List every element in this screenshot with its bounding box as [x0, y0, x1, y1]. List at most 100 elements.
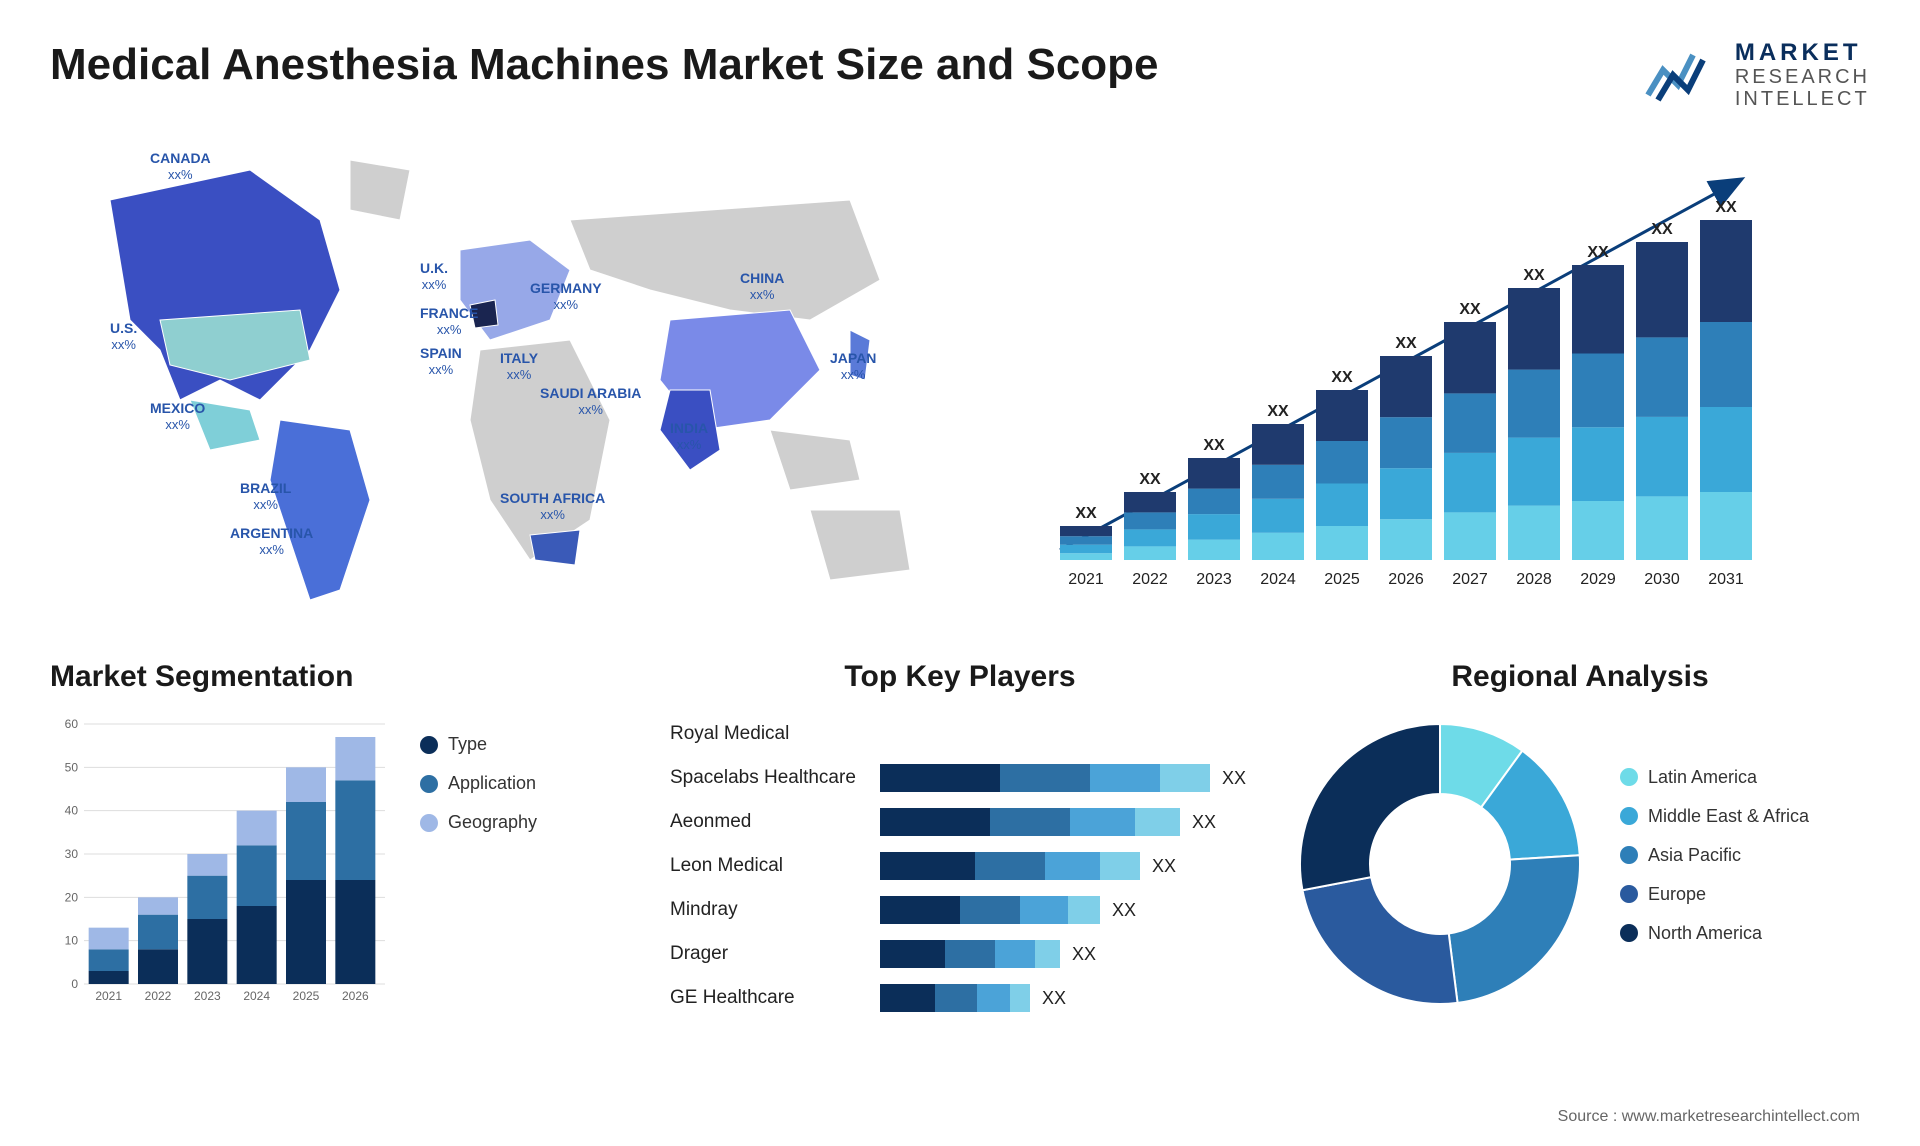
- svg-text:50: 50: [65, 761, 79, 775]
- player-value: XX: [1042, 988, 1066, 1009]
- player-row: Leon Medical XX: [670, 846, 1250, 886]
- svg-text:XX: XX: [1715, 199, 1737, 216]
- map-label-germany: GERMANYxx%: [530, 280, 602, 312]
- svg-text:2026: 2026: [342, 989, 369, 1003]
- player-row: Spacelabs Healthcare XX: [670, 758, 1250, 798]
- logo-line1: MARKET: [1735, 40, 1870, 66]
- logo: MARKET RESEARCH INTELLECT: [1643, 40, 1870, 110]
- map-label-japan: JAPANxx%: [830, 350, 876, 382]
- player-value: XX: [1222, 768, 1246, 789]
- regional-legend-item: Europe: [1620, 884, 1870, 905]
- source-text: Source : www.marketresearchintellect.com: [1558, 1108, 1860, 1126]
- svg-text:2029: 2029: [1580, 571, 1616, 588]
- map-label-uk: U.K.xx%: [420, 260, 448, 292]
- regional-legend-item: North America: [1620, 923, 1870, 944]
- segmentation-title: Market Segmentation: [50, 660, 630, 694]
- page-title: Medical Anesthesia Machines Market Size …: [50, 40, 1159, 90]
- svg-text:XX: XX: [1587, 244, 1609, 261]
- svg-text:2023: 2023: [1196, 571, 1232, 588]
- regional-legend-item: Middle East & Africa: [1620, 806, 1870, 827]
- svg-text:XX: XX: [1267, 403, 1289, 420]
- header: Medical Anesthesia Machines Market Size …: [50, 40, 1870, 110]
- seg-legend-geography: Geography: [420, 812, 630, 833]
- player-name: Aeonmed: [670, 811, 880, 833]
- player-row: GE Healthcare XX: [670, 978, 1250, 1018]
- logo-line3: INTELLECT: [1735, 88, 1870, 110]
- map-label-brazil: BRAZILxx%: [240, 480, 291, 512]
- svg-text:XX: XX: [1139, 471, 1161, 488]
- svg-text:2024: 2024: [1260, 571, 1296, 588]
- seg-legend-application: Application: [420, 773, 630, 794]
- svg-text:XX: XX: [1331, 369, 1353, 386]
- svg-text:2021: 2021: [1068, 571, 1104, 588]
- player-name: Royal Medical: [670, 723, 880, 745]
- player-bar: [880, 808, 1180, 836]
- map-label-spain: SPAINxx%: [420, 345, 462, 377]
- player-bar: [880, 852, 1140, 880]
- logo-icon: [1643, 45, 1723, 105]
- player-bar: [880, 896, 1100, 924]
- map-label-us: U.S.xx%: [110, 320, 137, 352]
- svg-text:40: 40: [65, 804, 79, 818]
- svg-text:XX: XX: [1395, 335, 1417, 352]
- world-map: CANADAxx% U.S.xx% MEXICOxx% BRAZILxx% ARGENT…: [50, 140, 930, 620]
- svg-text:2028: 2028: [1516, 571, 1552, 588]
- svg-text:20: 20: [65, 891, 79, 905]
- map-label-saudiarabia: SAUDI ARABIAxx%: [540, 385, 641, 417]
- regional-legend-item: Asia Pacific: [1620, 845, 1870, 866]
- map-label-china: CHINAxx%: [740, 270, 784, 302]
- regional-legend-item: Latin America: [1620, 767, 1870, 788]
- map-label-argentina: ARGENTINAxx%: [230, 525, 313, 557]
- svg-text:XX: XX: [1203, 437, 1225, 454]
- svg-text:2023: 2023: [194, 989, 221, 1003]
- player-row: Mindray XX: [670, 890, 1250, 930]
- players-title: Top Key Players: [670, 660, 1250, 694]
- player-name: Spacelabs Healthcare: [670, 767, 880, 789]
- player-name: Drager: [670, 943, 880, 965]
- map-label-italy: ITALYxx%: [500, 350, 538, 382]
- svg-text:60: 60: [65, 717, 79, 731]
- svg-text:2021: 2021: [95, 989, 122, 1003]
- svg-text:2031: 2031: [1708, 571, 1744, 588]
- svg-text:XX: XX: [1075, 505, 1097, 522]
- player-name: GE Healthcare: [670, 987, 880, 1009]
- map-label-mexico: MEXICOxx%: [150, 400, 205, 432]
- seg-legend-type: Type: [420, 734, 630, 755]
- svg-text:2025: 2025: [1324, 571, 1360, 588]
- svg-text:2026: 2026: [1388, 571, 1424, 588]
- svg-text:2022: 2022: [1132, 571, 1168, 588]
- svg-text:XX: XX: [1459, 301, 1481, 318]
- svg-text:10: 10: [65, 934, 79, 948]
- map-label-india: INDIAxx%: [670, 420, 708, 452]
- svg-text:2027: 2027: [1452, 571, 1488, 588]
- svg-text:2025: 2025: [293, 989, 320, 1003]
- player-row: Royal Medical: [670, 714, 1250, 754]
- map-label-france: FRANCExx%: [420, 305, 478, 337]
- player-value: XX: [1192, 812, 1216, 833]
- svg-text:2030: 2030: [1644, 571, 1680, 588]
- svg-text:XX: XX: [1523, 267, 1545, 284]
- player-row: Aeonmed XX: [670, 802, 1250, 842]
- map-label-southafrica: SOUTH AFRICAxx%: [500, 490, 605, 522]
- regional-panel: Regional Analysis Latin America Middle Ea…: [1290, 660, 1870, 1018]
- svg-text:0: 0: [71, 977, 78, 991]
- svg-text:2024: 2024: [243, 989, 270, 1003]
- svg-text:2022: 2022: [145, 989, 172, 1003]
- segmentation-panel: Market Segmentation 0 10 20 30 40 50 60 2021 202…: [50, 660, 630, 1018]
- player-value: XX: [1112, 900, 1136, 921]
- player-name: Leon Medical: [670, 855, 880, 877]
- player-bar: [880, 984, 1030, 1012]
- player-name: Mindray: [670, 899, 880, 921]
- regional-title: Regional Analysis: [1290, 660, 1870, 694]
- players-panel: Top Key Players Royal Medical Spacelabs H…: [670, 660, 1250, 1018]
- player-value: XX: [1072, 944, 1096, 965]
- player-bar: [880, 764, 1210, 792]
- svg-text:XX: XX: [1651, 221, 1673, 238]
- forecast-chart: XX 2021 XX 2022 XX 2023 XX 2024 XX 2025 XX 2026 XX 20…: [990, 140, 1870, 620]
- logo-line2: RESEARCH: [1735, 66, 1870, 88]
- map-label-canada: CANADAxx%: [150, 150, 211, 182]
- player-value: XX: [1152, 856, 1176, 877]
- player-bar: [880, 940, 1060, 968]
- player-row: Drager XX: [670, 934, 1250, 974]
- svg-text:30: 30: [65, 847, 79, 861]
